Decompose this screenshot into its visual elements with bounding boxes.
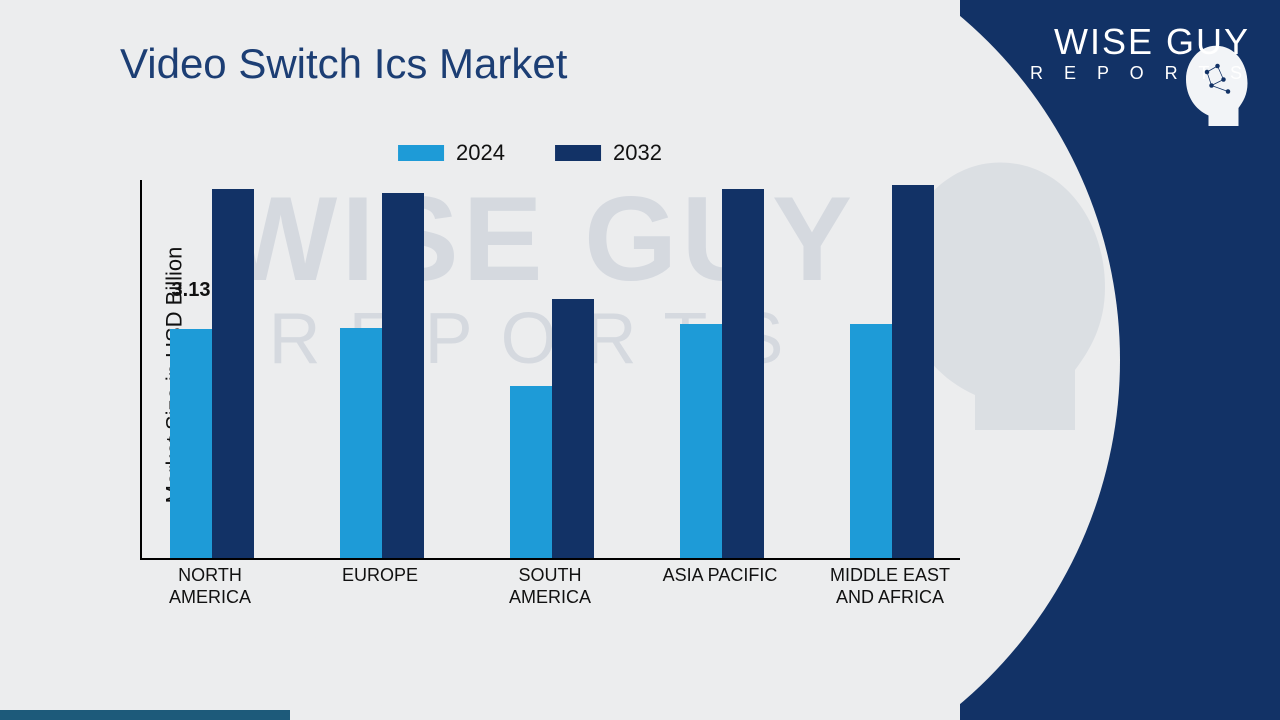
bar-2024 [680, 324, 722, 558]
x-axis-label: ASIA PACIFIC [650, 565, 790, 587]
plot-area: 3.13 [140, 180, 960, 560]
x-axis-label: NORTH AMERICA [140, 565, 280, 608]
legend-item-2032: 2032 [555, 140, 662, 166]
bar-2032 [552, 299, 594, 558]
bar-2032 [722, 189, 764, 558]
footer-accent-bar [0, 710, 290, 720]
chart-title: Video Switch Ics Market [120, 40, 567, 88]
bar-group [340, 193, 424, 558]
brand-head-icon [1176, 42, 1256, 132]
legend-label-2024: 2024 [456, 140, 505, 166]
bar-2032 [212, 189, 254, 558]
legend-swatch-2024 [398, 145, 444, 161]
brand-logo: WISE GUY R E P O R T S [1030, 24, 1250, 82]
bar-group [680, 189, 764, 558]
x-axis-label: SOUTH AMERICA [480, 565, 620, 608]
value-label: 3.13 [172, 279, 211, 302]
bar-2032 [382, 193, 424, 558]
legend-swatch-2032 [555, 145, 601, 161]
legend-label-2032: 2032 [613, 140, 662, 166]
bar-2024 [510, 386, 552, 558]
bar-group [850, 185, 934, 558]
bar-group [170, 189, 254, 558]
x-axis-label: MIDDLE EAST AND AFRICA [820, 565, 960, 608]
legend-item-2024: 2024 [398, 140, 505, 166]
bar-group [510, 299, 594, 558]
bar-2024 [170, 329, 212, 558]
bar-2032 [892, 185, 934, 558]
legend: 2024 2032 [398, 140, 662, 166]
chart-container: Market Size in USD Billion 2024 2032 3.1… [80, 140, 980, 610]
bar-2024 [340, 328, 382, 558]
bar-2024 [850, 324, 892, 558]
x-axis-label: EUROPE [310, 565, 450, 587]
